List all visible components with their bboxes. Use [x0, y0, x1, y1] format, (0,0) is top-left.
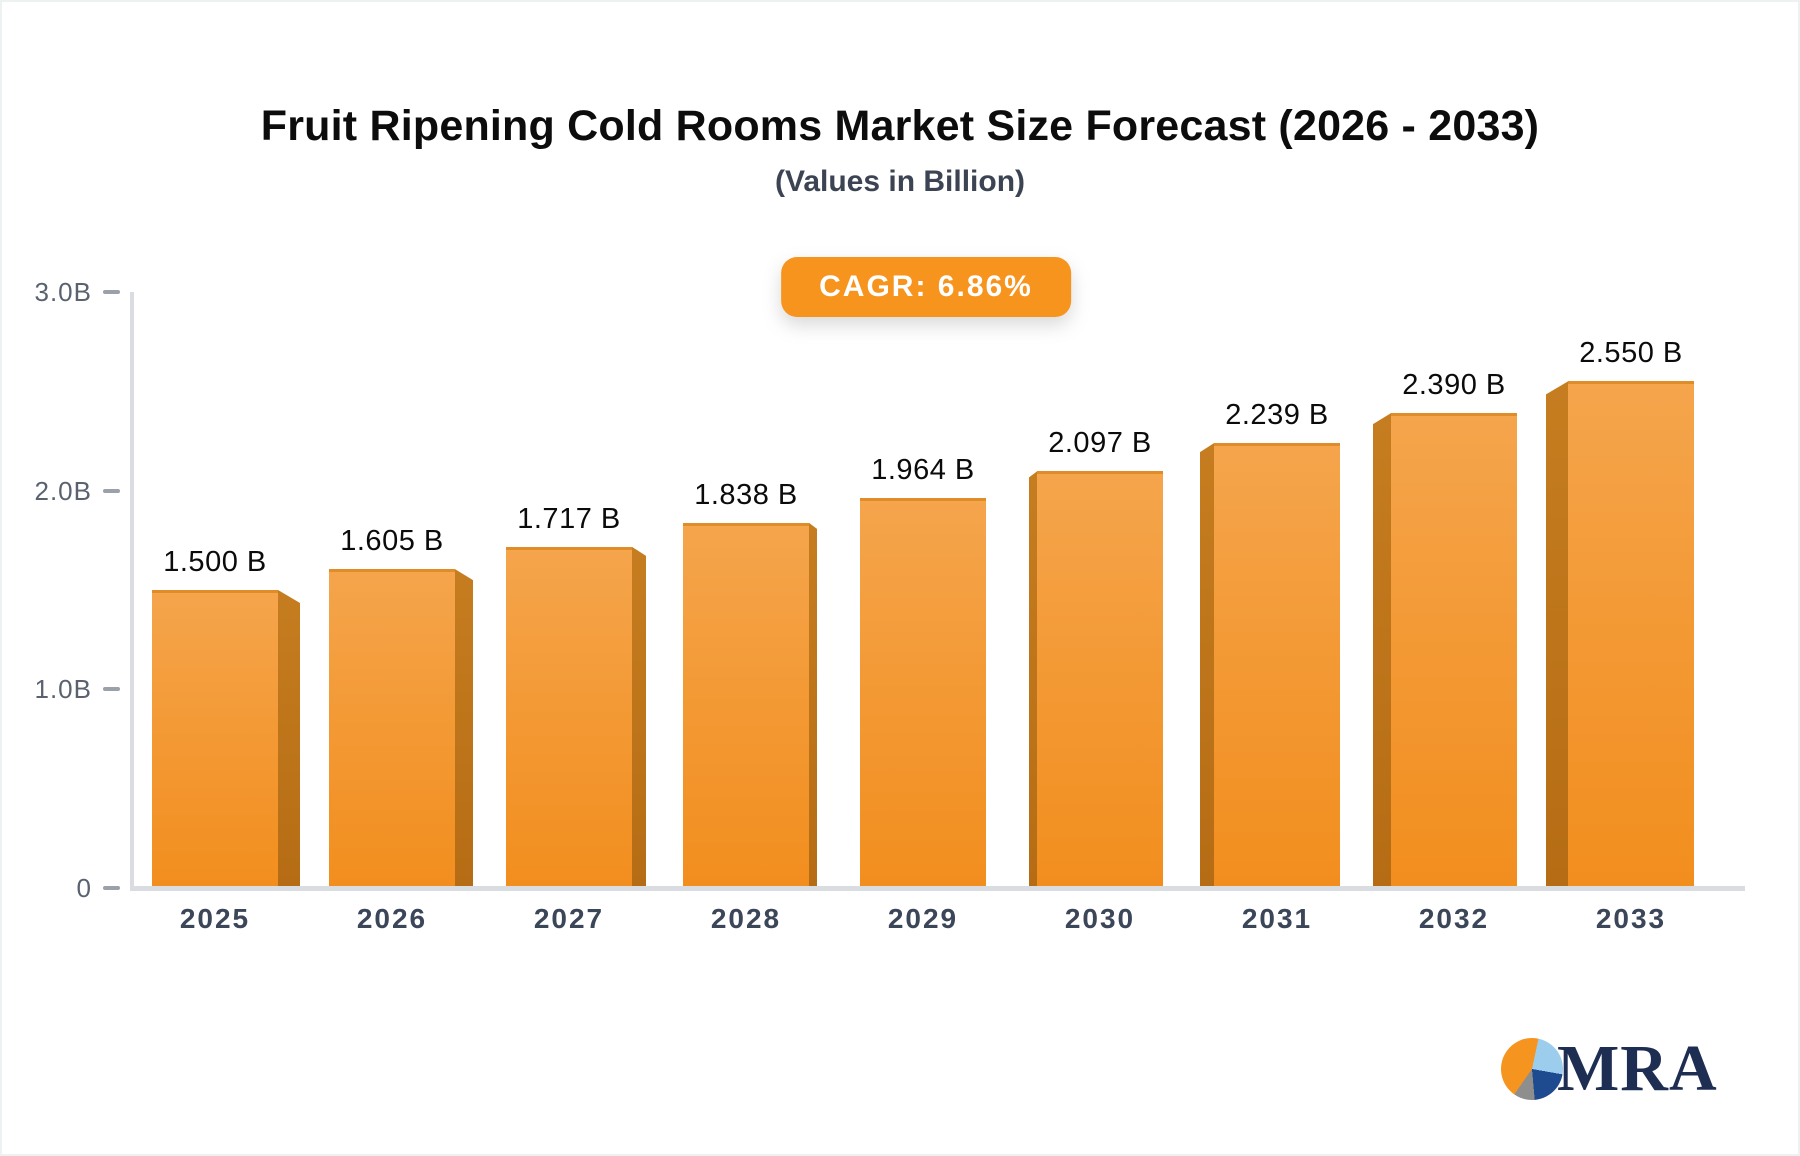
mra-logo: MRA: [1501, 1032, 1718, 1105]
bar-2033: [1568, 381, 1694, 888]
x-axis-label: 2028: [710, 903, 782, 934]
y-axis-tick-mark: [103, 290, 120, 294]
bar-value-label: 1.838 B: [694, 478, 798, 511]
x-axis-label: 2027: [533, 903, 605, 934]
bar-value-label: 2.550 B: [1579, 337, 1683, 370]
x-axis-label: 2025: [179, 903, 251, 934]
bar-value-label: 1.500 B: [163, 546, 267, 578]
y-axis-line: [130, 292, 134, 888]
bar-2031: [1214, 443, 1340, 888]
y-axis-tick-mark: [103, 886, 120, 890]
bar-2029: [860, 497, 986, 888]
cagr-badge: CAGR: 6.86%: [781, 257, 1071, 317]
bar-value-label: 2.239 B: [1225, 399, 1329, 432]
logo-text: MRA: [1557, 1032, 1718, 1105]
bar-value-label: 1.605 B: [340, 525, 444, 558]
bar-2026: [329, 569, 455, 888]
chart-subtitle: (Values in Billion): [774, 165, 1026, 198]
x-axis-label: 2029: [887, 903, 959, 934]
pie-chart-icon: [1501, 1038, 1563, 1100]
bar-value-label: 2.390 B: [1402, 369, 1506, 402]
x-axis-label: 2026: [356, 903, 428, 934]
bar-value-label: 1.964 B: [871, 453, 975, 486]
y-axis-tick-label: 0: [76, 873, 92, 903]
y-axis-tick-label: 3.0B: [34, 277, 92, 307]
bar-3d-side: [1546, 381, 1568, 888]
x-axis-label: 2033: [1595, 903, 1667, 934]
y-axis-tick-mark: [103, 687, 120, 692]
bar-value-label: 2.097 B: [1048, 427, 1152, 460]
bar-2030: [1037, 471, 1163, 888]
bar-2025: [152, 590, 278, 888]
bar-3d-side: [278, 590, 300, 888]
bar-3d-side: [632, 546, 646, 888]
bar-3d-side: [1373, 413, 1391, 888]
bar-value-label: 1.717 B: [517, 502, 621, 535]
x-axis-label: 2031: [1241, 903, 1313, 934]
x-axis-line: [130, 886, 1745, 891]
x-axis-label: 2032: [1418, 903, 1490, 934]
chart-title: Fruit Ripening Cold Rooms Market Size Fo…: [260, 102, 1540, 150]
bar-3d-side: [1029, 471, 1037, 888]
bar-3d-side: [1200, 443, 1214, 888]
bar-3d-side: [455, 569, 473, 888]
y-axis-tick-mark: [103, 488, 120, 493]
y-axis-tick-label: 1.0B: [34, 674, 92, 705]
bar-2027: [506, 546, 632, 888]
x-axis-label: 2030: [1064, 903, 1136, 934]
bar-2032: [1391, 413, 1517, 888]
bar-3d-side: [809, 522, 817, 888]
y-axis-tick-label: 2.0B: [34, 475, 92, 506]
bar-2028: [683, 522, 809, 888]
